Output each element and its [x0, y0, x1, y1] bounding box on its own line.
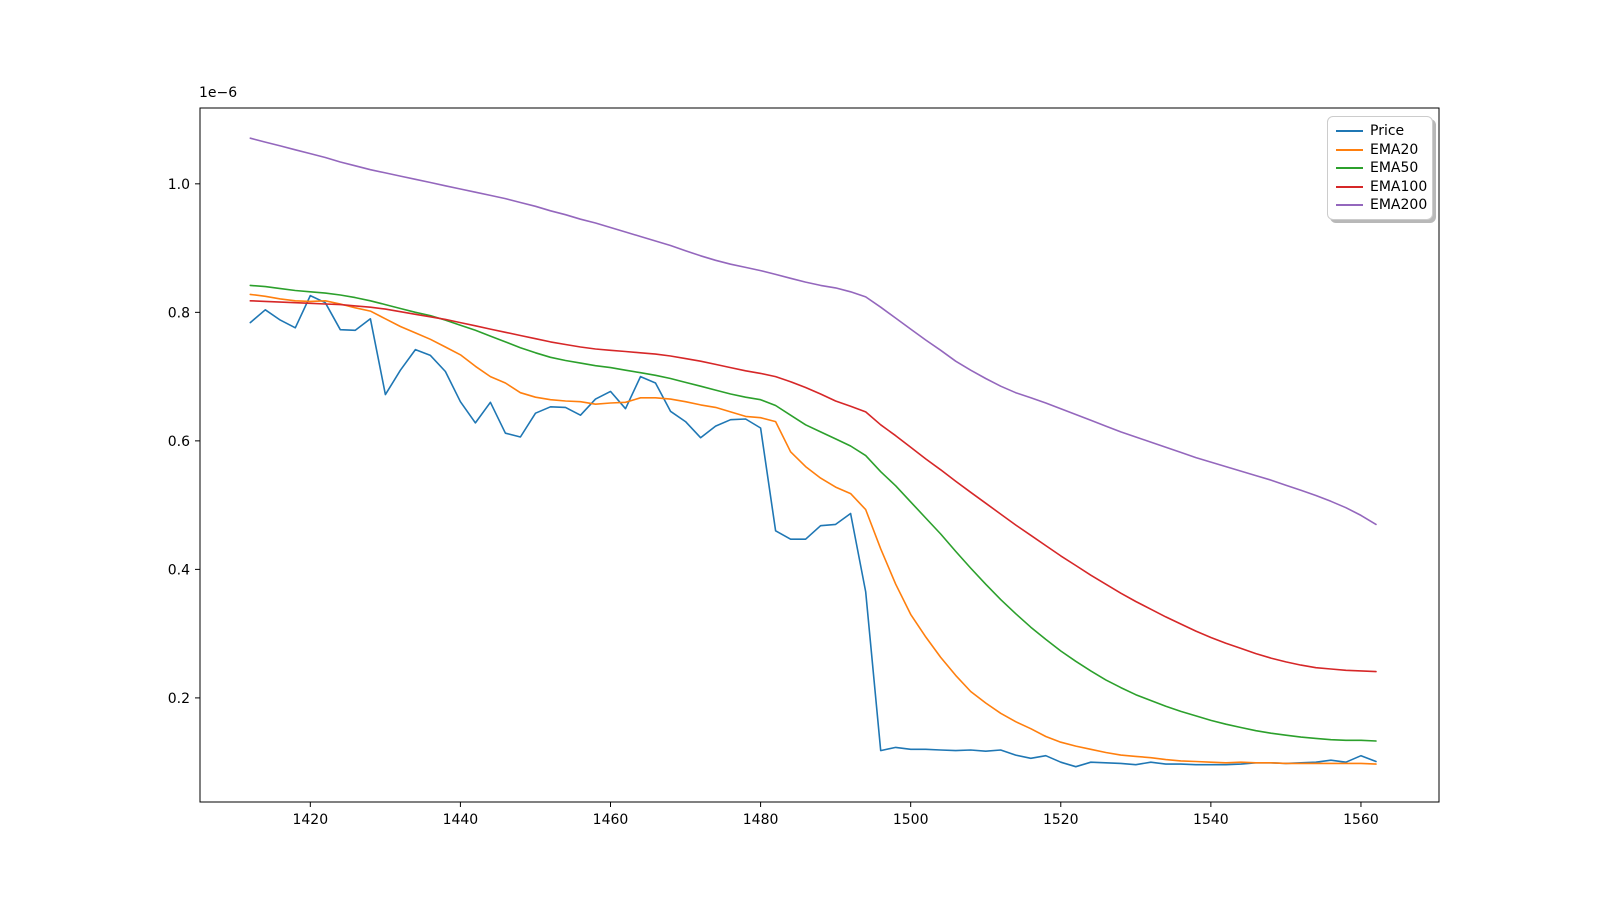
x-tick-label: 1420 — [292, 812, 328, 828]
legend-label-price: Price — [1370, 123, 1405, 139]
ema100-line — [249, 299, 1377, 673]
ema20-line-swatch — [1336, 148, 1363, 151]
y-tick-label: 0.2 — [168, 691, 190, 707]
legend-label-ema50: EMA50 — [1370, 160, 1419, 176]
legend-label-ema200: EMA200 — [1370, 197, 1428, 213]
legend-item-ema50: EMA50 — [1336, 159, 1428, 177]
legend-item-price: Price — [1336, 122, 1428, 140]
ema50-line-swatch — [1336, 167, 1363, 169]
legend: Price EMA20 EMA50 EMA100 EMA200 — [1327, 116, 1433, 220]
x-tick-label: 1520 — [1043, 812, 1079, 828]
ema200-line-swatch — [1336, 204, 1363, 206]
x-tick-label: 1460 — [593, 812, 629, 828]
legend-label-ema20: EMA20 — [1370, 141, 1419, 158]
legend-item-ema100: EMA100 — [1336, 178, 1428, 196]
ema200-line — [249, 137, 1377, 526]
x-tick-label: 1500 — [893, 812, 929, 828]
x-tick-label: 1440 — [443, 812, 479, 828]
legend-label-ema100: EMA100 — [1370, 178, 1428, 195]
x-tick-label: 1480 — [743, 812, 779, 828]
ema50-line — [249, 284, 1377, 742]
legend-item-ema200: EMA200 — [1336, 196, 1428, 214]
ema20-line — [249, 293, 1377, 765]
y-tick-label: 0.6 — [168, 434, 190, 450]
legend-item-ema20: EMA20 — [1336, 141, 1428, 159]
ema100-line-swatch — [1336, 185, 1363, 188]
price-line — [249, 294, 1377, 768]
y-axis-offset-label: 1e−6 — [199, 85, 238, 101]
y-tick-label: 0.4 — [168, 562, 190, 578]
x-tick-label: 1560 — [1343, 812, 1379, 828]
price-line-swatch — [1336, 130, 1363, 132]
axes-frame — [199, 107, 1440, 803]
y-tick-label: 0.8 — [168, 305, 190, 321]
y-tick-label: 1.0 — [168, 177, 190, 193]
x-tick-label: 1540 — [1193, 812, 1229, 828]
